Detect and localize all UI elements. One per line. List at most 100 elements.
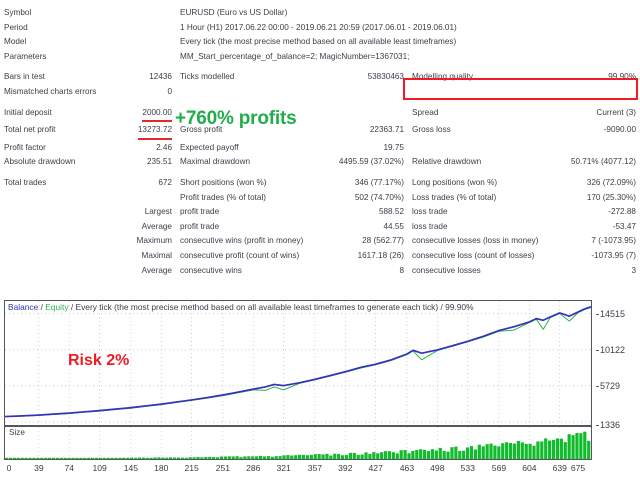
row-label: Symbol <box>4 8 32 17</box>
row-value3 <box>524 141 640 156</box>
x-axis-tick-label: 392 <box>338 463 353 473</box>
row-label <box>0 234 118 249</box>
report-table-body: Symbol EURUSD (Euro vs US Dollar) Period… <box>0 6 640 278</box>
report-summary-table: Symbol EURUSD (Euro vs US Dollar) Period… <box>0 6 640 278</box>
row-value2: 53830463 <box>367 72 404 82</box>
y-axis-tick-label: 14515 <box>600 308 626 319</box>
row-label3: loss trade <box>412 221 448 231</box>
x-axis-tick-label: 427 <box>368 463 383 473</box>
chart-legend: Balance / Equity / Every tick (the most … <box>8 302 474 312</box>
y-axis-tick-mark <box>596 385 599 387</box>
table-row-parameters: Parameters MM_Start_percentage_of_balanc… <box>0 50 640 65</box>
table-row-largest-trade: Largest profit trade 588.52 loss trade -… <box>0 205 640 220</box>
row-value: Average <box>141 265 172 275</box>
row-label: Total net profit <box>4 125 56 135</box>
y-axis-tick-mark <box>596 349 599 351</box>
row-label3: Loss trades (% of total) <box>412 192 497 202</box>
x-axis-tick-label: 0 <box>6 463 12 473</box>
legend-sep-2: / <box>68 302 76 312</box>
row-value3: 7 (-1073.95) <box>591 236 636 246</box>
row-label2: Gross profit <box>180 125 223 135</box>
x-axis-tick-label: 357 <box>307 463 323 473</box>
row-label3 <box>408 141 524 156</box>
row-label2: Short positions (won %) <box>180 177 267 187</box>
legend-balance-label: Balance <box>8 302 39 312</box>
row-value3 <box>524 85 640 100</box>
legend-equity-label: Equity <box>45 302 69 312</box>
table-row-maximal-consecutive: Maximal consecutive profit (count of win… <box>0 249 640 264</box>
x-axis-tick-label: 39 <box>34 463 44 473</box>
table-row-maximum-consecutive: Maximum consecutive wins (profit in mone… <box>0 234 640 249</box>
table-row-average-trade: Average profit trade 44.55 loss trade -5… <box>0 220 640 235</box>
x-axis-tick-label: 145 <box>123 463 139 473</box>
x-axis-tick-label: 569 <box>491 463 507 473</box>
row-label <box>0 249 118 264</box>
x-axis-tick-label: 215 <box>184 463 199 473</box>
row-value: 672 <box>158 177 172 187</box>
row-detail: Every tick (the most precise method base… <box>180 37 457 47</box>
total-net-profit-value: 13273.72 <box>137 124 172 140</box>
row-label3: Modelling quality <box>412 72 473 82</box>
row-value3: -1073.95 (7) <box>591 250 636 260</box>
row-detail: 1 Hour (H1) 2017.06.22 00:00 - 2019.06.2… <box>180 22 457 32</box>
row-label3: loss trade <box>412 207 448 217</box>
row-label: Mismatched charts errors <box>4 86 97 96</box>
row-label2: Profit trades (% of total) <box>180 192 267 202</box>
row-value3: Current (3) <box>596 107 636 117</box>
row-value <box>118 50 176 65</box>
row-value: Average <box>141 221 172 231</box>
table-row-symbol: Symbol EURUSD (Euro vs US Dollar) <box>0 6 640 21</box>
row-value3: 50.71% (4077.12) <box>570 157 636 167</box>
table-row-total-net-profit: Total net profit 13273.72 Gross profit 2… <box>0 123 640 141</box>
table-row-total-trades: Total trades 672 Short positions (won %)… <box>0 176 640 191</box>
row-label3: Spread <box>412 107 439 117</box>
row-value <box>118 21 176 36</box>
row-value: 13273.72 <box>118 123 176 141</box>
row-value: 12436 <box>149 72 172 82</box>
size-pane: Size <box>5 425 591 459</box>
profits-annotation: +760% profits <box>175 108 297 129</box>
row-value <box>118 191 176 206</box>
x-axis-tick-label: 533 <box>460 463 475 473</box>
table-row-bars-in-test: Bars in test 12436 Ticks modelled 538304… <box>0 70 640 85</box>
row-label: Profit factor <box>4 142 46 152</box>
row-label: Total trades <box>4 177 47 187</box>
x-axis-tick-label: 286 <box>246 463 261 473</box>
row-label: Initial deposit <box>4 107 52 117</box>
y-axis-tick-label: 5729 <box>600 380 621 391</box>
row-label2: Maximal drawdown <box>180 157 251 167</box>
row-value2: 346 (77.17%) <box>354 177 404 187</box>
x-axis-tick-label: 251 <box>215 463 231 473</box>
x-axis-tick-label: 321 <box>276 463 291 473</box>
row-value: 235.51 <box>146 157 172 167</box>
x-axis-tick-label: 604 <box>522 463 537 473</box>
x-axis-tick-label: 74 <box>64 463 75 473</box>
row-value2: 44.55 <box>383 221 405 231</box>
row-label2: consecutive profit (count of wins) <box>180 250 300 260</box>
row-label <box>0 191 118 206</box>
row-value: 2.46 <box>156 142 172 152</box>
row-value: Largest <box>144 207 172 217</box>
y-axis-tick-label: 1336 <box>600 420 621 430</box>
row-value2: 8 <box>399 265 404 275</box>
row-value: 0 <box>167 86 172 96</box>
row-label: Model <box>4 37 27 47</box>
row-label2: consecutive wins (profit in money) <box>180 236 304 246</box>
row-label: Parameters <box>4 51 47 61</box>
x-axis-tick-label: 463 <box>399 463 415 473</box>
table-row-mismatched-charts-errors: Mismatched charts errors 0 <box>0 85 640 100</box>
row-value <box>118 6 176 21</box>
row-value3: 326 (72.09%) <box>586 177 636 187</box>
table-row-initial-deposit: Initial deposit 2000.00 Spread Current (… <box>0 106 640 124</box>
row-label2: Ticks modelled <box>180 72 235 82</box>
row-label3: consecutive loss (count of losses) <box>412 250 535 260</box>
row-value2: 1617.18 (26) <box>357 250 404 260</box>
row-label: Period <box>4 22 28 32</box>
row-label2: profit trade <box>180 221 220 231</box>
size-panel-label: Size <box>9 428 25 437</box>
row-label2: profit trade <box>180 207 220 217</box>
row-value2: 588.52 <box>378 207 404 217</box>
equity-chart: Balance / Equity / Every tick (the most … <box>4 300 636 478</box>
y-axis-tick-label: 10122 <box>600 344 626 355</box>
row-value: Maximum <box>136 236 172 246</box>
